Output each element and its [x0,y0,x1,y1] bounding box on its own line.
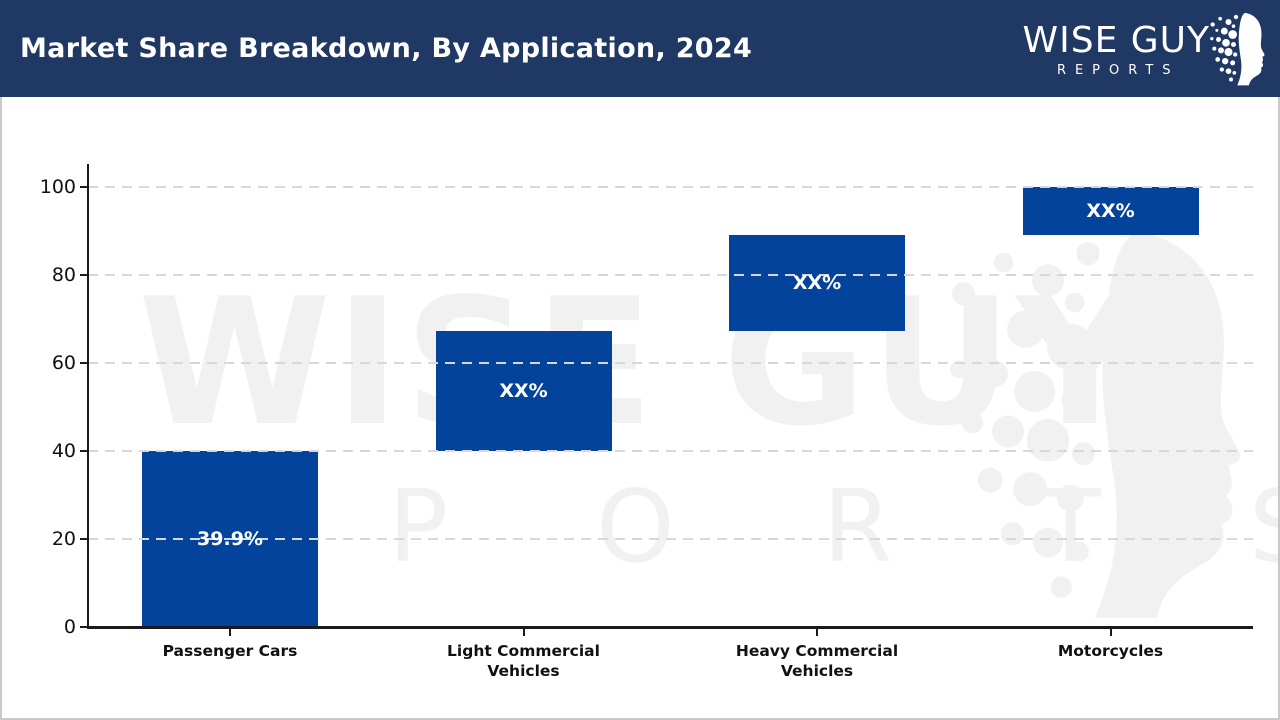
bar-2 [435,331,612,452]
bar-3 [729,235,905,332]
x-category-label-1: Passenger Cars [162,642,298,660]
logo-name: WISE GUY [1022,19,1210,61]
gridline-60 [88,362,1253,364]
logo-text: WISE GUY REPORTS [1022,19,1211,78]
bar-label-3: XX% [792,272,842,295]
x-tick-1 [229,629,231,636]
y-tick-label-20: 20 [51,528,76,550]
y-tick-label-60: 60 [51,352,76,374]
x-category-label-4: Motorcycles [1057,642,1164,660]
y-tick-80 [80,274,88,276]
x-tick-3 [816,629,818,636]
logo-tagline: REPORTS [1056,62,1180,78]
bar-4 [1022,187,1199,236]
bar-label-1: 39.9% [197,528,263,551]
x-category-label-2: Light Commercial Vehicles [447,642,600,680]
y-tick-100 [80,186,88,188]
logo-face-icon [1210,12,1265,85]
y-tick-label-40: 40 [51,440,76,462]
y-axis-line [87,164,89,629]
bar-label-4: XX% [1086,200,1135,223]
x-tick-2 [522,629,525,636]
x-category-label-3: Heavy Commercial Vehicles [735,642,899,680]
y-tick-label-0: 0 [63,616,76,638]
gridline-20 [88,538,1253,540]
x-axis-line [87,626,1253,629]
y-tick-label-80: 80 [51,264,76,286]
gridline-40 [88,450,1253,452]
x-tick-4 [1109,629,1112,636]
bar-label-2: XX% [499,380,548,403]
gridline-80 [88,274,1253,276]
y-tick-20 [80,538,88,540]
header-bar: Market Share Breakdown, By Application, … [0,0,1280,97]
y-tick-40 [80,450,88,452]
y-tick-60 [80,362,88,364]
y-tick-0 [80,626,88,628]
page-title: Market Share Breakdown, By Application, … [20,33,753,64]
y-tick-label-100: 100 [39,176,76,198]
gridline-100 [88,186,1253,188]
wise-guy-logo: WISE GUY REPORTS [1023,4,1267,94]
